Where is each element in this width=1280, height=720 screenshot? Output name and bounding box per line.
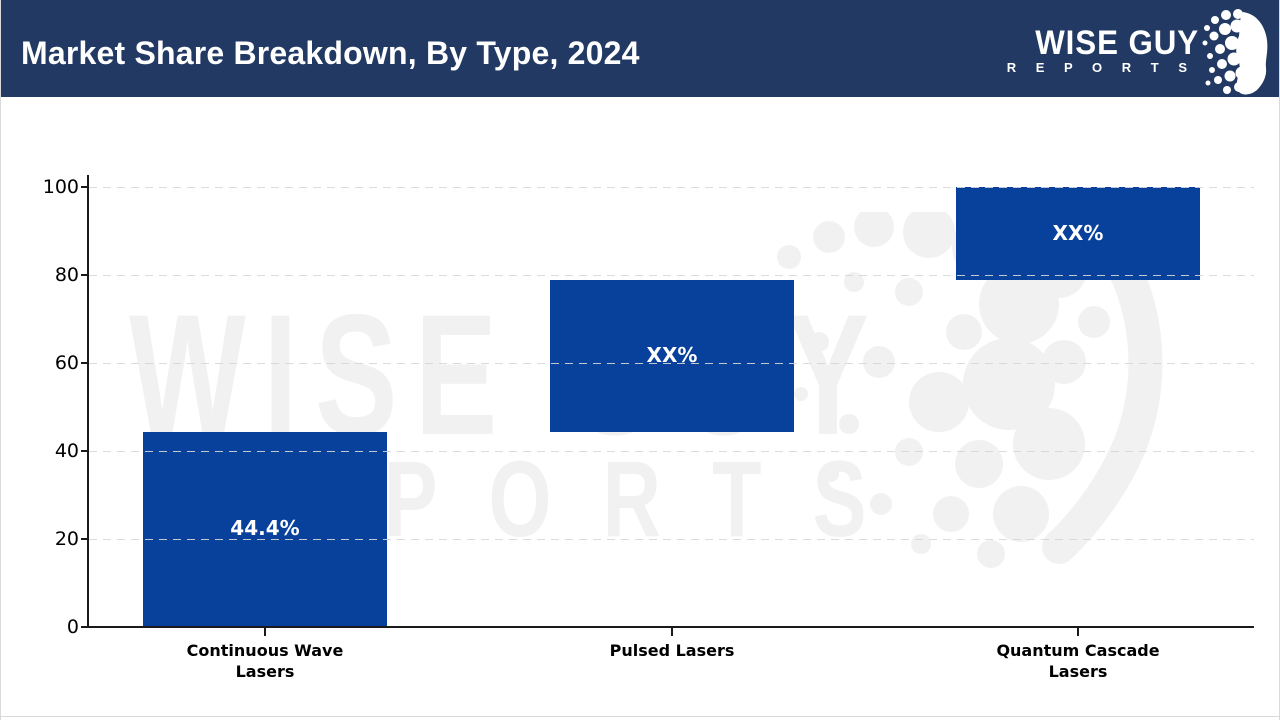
x-category-label-2: Pulsed Lasers — [609, 641, 735, 660]
brand-logo-subtext: R E P O R T S — [1006, 60, 1195, 75]
bar-2: XX% — [550, 280, 794, 432]
bar-value-label: XX% — [1052, 220, 1104, 245]
brand-logo-text: WISE GUY — [1035, 24, 1199, 62]
y-tick-label-100: 100 — [42, 176, 79, 198]
brand-logo: WISE GUY R E P O R T S — [1007, 4, 1271, 95]
y-tick-mark-0 — [81, 626, 89, 628]
x-category-label-1: Continuous Wave Lasers — [186, 641, 344, 681]
bar-value-label: XX% — [646, 342, 698, 367]
x-tick-mark-2 — [671, 628, 673, 636]
y-axis-line — [87, 175, 89, 628]
y-tick-label-40: 40 — [54, 440, 79, 462]
y-tick-label-60: 60 — [54, 352, 79, 374]
y-tick-mark-60 — [81, 362, 89, 364]
gridline-60 — [89, 363, 1254, 364]
y-tick-label-20: 20 — [54, 528, 79, 550]
bar-value-label: 44.4% — [230, 516, 300, 541]
y-tick-mark-80 — [81, 274, 89, 276]
watermark-head-icon — [777, 212, 1163, 568]
y-tick-label-0: 0 — [66, 616, 79, 638]
gridline-40 — [89, 451, 1254, 452]
brand-head-icon — [1202, 9, 1268, 95]
y-tick-label-80: 80 — [54, 264, 79, 286]
bar-1: 44.4% — [143, 431, 387, 627]
bottom-border — [1, 716, 1279, 717]
bar-3: XX% — [956, 187, 1200, 281]
header-bar: Market Share Breakdown, By Type, 2024 WI… — [1, 0, 1279, 97]
page-title: Market Share Breakdown, By Type, 2024 — [21, 35, 640, 71]
gridline-100 — [89, 187, 1254, 188]
y-tick-mark-20 — [81, 538, 89, 540]
y-tick-mark-40 — [81, 450, 89, 452]
gridline-20 — [89, 539, 1254, 540]
gridline-80 — [89, 275, 1254, 276]
x-tick-mark-3 — [1077, 628, 1079, 636]
x-axis-line — [87, 626, 1254, 628]
x-category-label-3: Quantum Cascade Lasers — [996, 641, 1160, 681]
x-tick-mark-1 — [264, 628, 266, 636]
y-tick-mark-100 — [81, 186, 89, 188]
